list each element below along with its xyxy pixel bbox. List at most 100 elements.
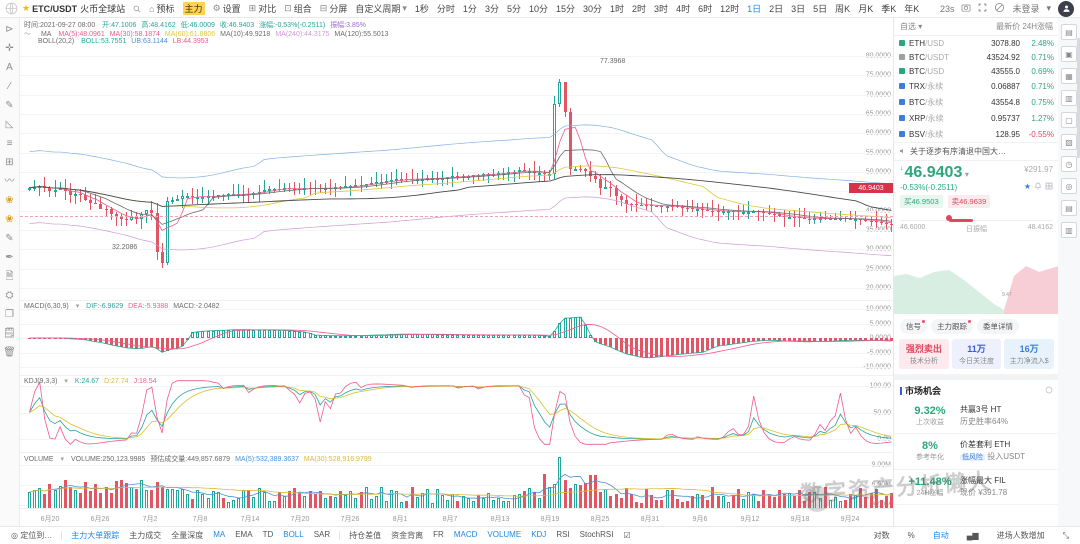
summary-card[interactable]: 16万 主力净流入$ bbox=[1004, 339, 1055, 369]
indicator-TD[interactable]: TD bbox=[262, 530, 274, 539]
summary-card[interactable]: 强烈卖出 技术分析 bbox=[899, 339, 949, 369]
percent-scale-toggle[interactable]: % bbox=[907, 531, 915, 540]
price-panel[interactable]: 80.000075.000070.000065.000060.000055.00… bbox=[20, 46, 893, 296]
edit-icon[interactable]: ☑ bbox=[623, 531, 631, 540]
compare-button[interactable]: ⊞ 对比 bbox=[245, 2, 281, 15]
chevron-down-icon[interactable]: ▾ bbox=[64, 378, 68, 385]
indicator-RSI[interactable]: RSI bbox=[556, 530, 570, 539]
star-icon[interactable]: ★ bbox=[22, 3, 31, 13]
clock-icon[interactable]: ◷ bbox=[1061, 156, 1077, 172]
magnet-icon[interactable]: ⛭ bbox=[5, 289, 14, 301]
leaf-icon[interactable]: ◎ bbox=[1061, 178, 1077, 194]
timeframe-季K[interactable]: 季K bbox=[881, 4, 897, 14]
settings-button[interactable]: ⚙ 设置 bbox=[209, 2, 245, 15]
timeframe-周K[interactable]: 周K bbox=[835, 4, 851, 14]
mini-chart[interactable]: 9.47 bbox=[894, 236, 1059, 314]
timeframe-3时[interactable]: 3时 bbox=[654, 4, 669, 14]
trendline-icon[interactable]: ⁄ bbox=[8, 80, 11, 92]
indicator-资金背离[interactable]: 资金背离 bbox=[391, 531, 424, 540]
log-scale-toggle[interactable]: 对数 bbox=[873, 531, 890, 540]
alert-button[interactable]: ⌂ 预标 bbox=[145, 2, 178, 15]
watchlist-row[interactable]: BTC/USD 43555.0 0.69% bbox=[894, 64, 1059, 78]
summary-card[interactable]: 11万 今日关注度 bbox=[951, 339, 1002, 369]
timeframe-3分[interactable]: 3分 bbox=[484, 4, 499, 14]
add-panel-icon[interactable]: ▢ bbox=[1061, 112, 1077, 128]
indicator-BOLL[interactable]: BOLL bbox=[283, 530, 304, 539]
pencil-icon[interactable]: ✎ bbox=[5, 232, 14, 244]
grid-icon[interactable] bbox=[1045, 182, 1053, 192]
globe-icon[interactable] bbox=[0, 0, 22, 18]
indicator-MA[interactable]: MA bbox=[213, 530, 226, 539]
fib-gold-2-icon[interactable]: ❀ bbox=[5, 213, 14, 225]
timeframe-5分[interactable]: 5分 bbox=[506, 4, 521, 14]
note-icon[interactable]: 🗒 bbox=[3, 327, 16, 339]
timeframe-1时[interactable]: 1时 bbox=[610, 4, 625, 14]
fullscreen-icon[interactable] bbox=[978, 3, 987, 14]
watchlist-row[interactable]: BTC/USDT 43524.92 0.71% bbox=[894, 50, 1059, 64]
cursor-icon[interactable]: ⊳ bbox=[5, 23, 14, 35]
indicator-主力大单跟踪[interactable]: 主力大单跟踪 bbox=[71, 531, 120, 540]
circle-slash-icon[interactable] bbox=[994, 2, 1005, 15]
lock-icon[interactable]: 🗎 bbox=[5, 270, 14, 282]
indicator-EMA[interactable]: EMA bbox=[235, 530, 253, 539]
watchlist-row[interactable]: BTC/永续 43554.8 0.75% bbox=[894, 94, 1059, 110]
indicator-StochRSI[interactable]: StochRSI bbox=[579, 530, 614, 539]
bell-icon[interactable] bbox=[1034, 182, 1042, 192]
symbol-selector[interactable]: ★ ETC/USDT 火币全球站 bbox=[22, 2, 125, 15]
indicator-全量深度[interactable]: 全量深度 bbox=[171, 531, 204, 540]
indicator-持仓差值[interactable]: 持仓差值 bbox=[349, 531, 382, 540]
login-label[interactable]: 未登录 bbox=[1012, 4, 1040, 14]
locate-button[interactable]: ◎ 定位到… bbox=[6, 530, 57, 541]
timeframe-30分[interactable]: 30分 bbox=[583, 4, 603, 14]
main-force-toggle[interactable]: 主力 bbox=[179, 2, 209, 15]
custom-period-button[interactable]: 自定义周期 ▾ bbox=[351, 2, 411, 15]
auto-scale-toggle[interactable]: 自动 bbox=[932, 531, 949, 540]
refresh-icon[interactable] bbox=[1045, 386, 1053, 396]
copy-icon[interactable]: ❐ bbox=[5, 308, 14, 320]
grid-icon[interactable]: ⊞ bbox=[5, 156, 14, 168]
tab-主力跟踪[interactable]: 主力跟踪 bbox=[931, 319, 973, 334]
camera-icon[interactable] bbox=[961, 3, 971, 14]
horizontal-line-icon[interactable]: ≡ bbox=[6, 137, 13, 149]
timeframe-15分[interactable]: 15分 bbox=[555, 4, 575, 14]
opportunity-row[interactable]: +11.48% 24H涨幅 涨幅最大 FIL 现价 ¥391.78 bbox=[894, 470, 1059, 505]
timeframe-1日[interactable]: 1日 bbox=[747, 4, 762, 14]
timeframe-3日[interactable]: 3日 bbox=[791, 4, 806, 14]
sidebar-scrollbar[interactable] bbox=[1077, 38, 1080, 158]
timeframe-12时[interactable]: 12时 bbox=[720, 4, 740, 14]
indicator-FR[interactable]: FR bbox=[433, 530, 444, 539]
fib-gold-icon[interactable]: ❀ bbox=[5, 194, 14, 206]
crosshair-icon[interactable]: ✛ bbox=[5, 42, 14, 54]
volume-bars-icon[interactable]: ▥ bbox=[1061, 90, 1077, 106]
star-icon[interactable]: ★ bbox=[1023, 182, 1031, 191]
kdj-panel[interactable]: 100.0050.000.00 bbox=[20, 375, 893, 452]
opportunity-row[interactable]: 8% 参考年化 价差套利 ETH 低风险 投入USDT bbox=[894, 434, 1059, 470]
watchlist-row[interactable]: TRX/永续 0.06887 0.71% bbox=[894, 78, 1059, 94]
chevron-down-icon[interactable]: ▾ bbox=[60, 456, 65, 463]
orderbook-icon[interactable]: ▤ bbox=[1061, 24, 1077, 40]
avatar[interactable] bbox=[1058, 0, 1074, 17]
search-icon[interactable] bbox=[129, 5, 145, 13]
timeframe-分时[interactable]: 分时 bbox=[436, 4, 455, 14]
triangle-icon[interactable]: ◺ bbox=[5, 118, 14, 130]
timeframe-年K[interactable]: 年K bbox=[904, 4, 920, 14]
timeframe-1秒[interactable]: 1秒 bbox=[414, 4, 429, 14]
chart-canvas[interactable]: 时间:2021-09-27 08:00 开:47.1006 高:48.4162 低:… bbox=[20, 18, 893, 526]
chevron-down-icon[interactable]: ▾ bbox=[75, 303, 80, 310]
watchlist-header[interactable]: 自选 ▾ 最新价 24H涨幅 bbox=[894, 18, 1059, 36]
trash-icon[interactable]: 🗑 bbox=[3, 346, 16, 358]
tab-委单详情[interactable]: 委单详情 bbox=[977, 319, 1019, 334]
news-ticker[interactable]: 关于逐步有序清退中国大… bbox=[894, 142, 1059, 161]
indicator-主力成交[interactable]: 主力成交 bbox=[129, 531, 162, 540]
indicator-KDJ[interactable]: KDJ bbox=[531, 530, 547, 539]
combine-button[interactable]: ⊡ 组合 bbox=[280, 2, 316, 15]
timeframe-1分[interactable]: 1分 bbox=[462, 4, 477, 14]
calendar-w-icon[interactable]: ▥ bbox=[1061, 222, 1077, 238]
timeframe-4时[interactable]: 4时 bbox=[676, 4, 691, 14]
indicator-SAR[interactable]: SAR bbox=[313, 530, 331, 539]
indicator-MACD[interactable]: MACD bbox=[453, 530, 478, 539]
timeframe-10分[interactable]: 10分 bbox=[528, 4, 548, 14]
tab-信号[interactable]: 信号 bbox=[900, 319, 927, 334]
text-icon[interactable]: A bbox=[6, 61, 13, 73]
resize-icon[interactable]: ⤡ bbox=[1062, 530, 1069, 540]
